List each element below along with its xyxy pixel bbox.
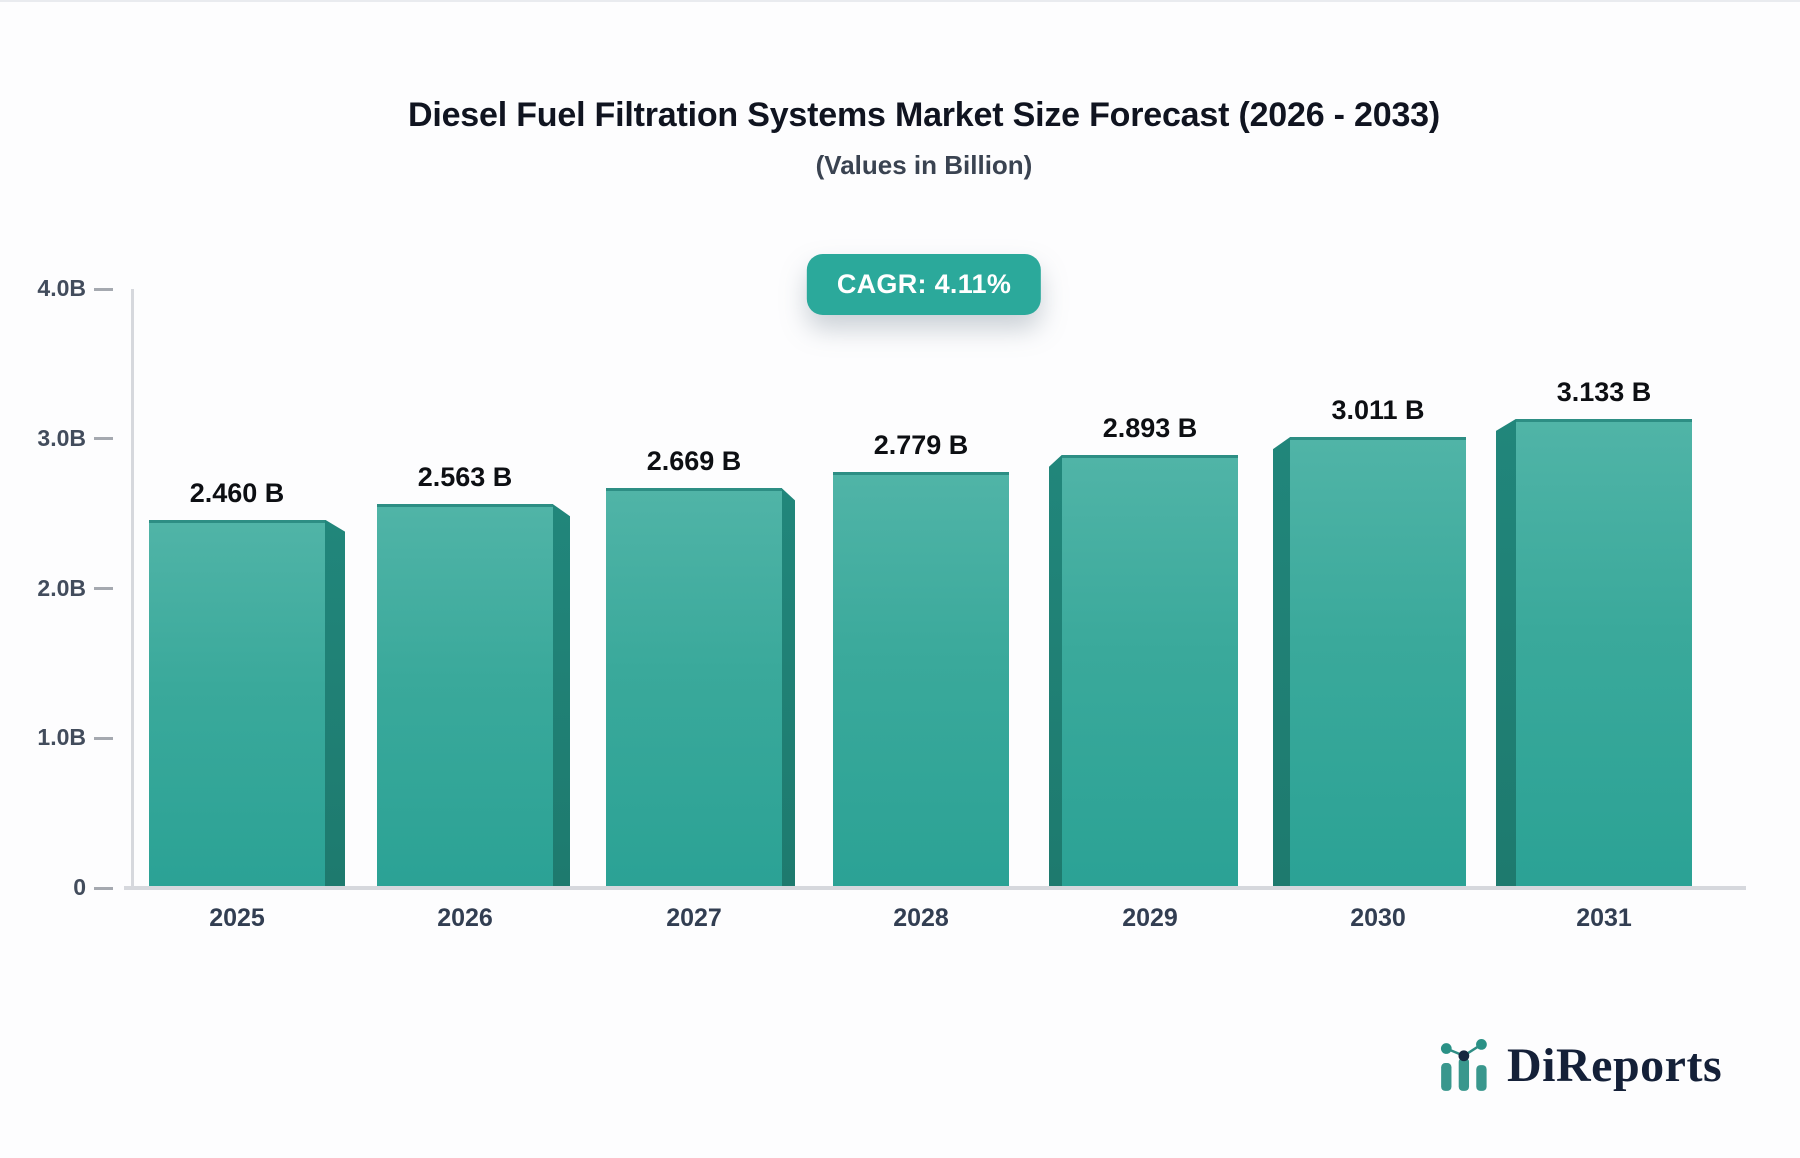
- brand-name: DiReports: [1507, 1039, 1723, 1092]
- y-tick-label-0: 0: [73, 874, 86, 900]
- bar-2026: [377, 504, 553, 888]
- brand-logo: DiReports: [1437, 1032, 1722, 1099]
- chart-title: Diesel Fuel Filtration Systems Market Si…: [408, 96, 1440, 134]
- y-tick-3.0B: [94, 437, 113, 441]
- bar-3d-side-2027: [782, 488, 795, 888]
- bar-3d-side-2030: [1273, 437, 1290, 888]
- bar-2028: [833, 471, 1009, 888]
- bar-2030: [1290, 437, 1466, 888]
- x-axis-label-2027: 2027: [666, 904, 722, 932]
- y-tick-0: [94, 886, 113, 890]
- bar-3d-side-2025: [325, 519, 345, 888]
- cagr-badge: CAGR: 4.11%: [806, 254, 1042, 315]
- y-tick-label-2.0B: 2.0B: [37, 574, 86, 601]
- x-axis-label-2031: 2031: [1576, 904, 1632, 932]
- y-tick-4.0B: [94, 287, 113, 291]
- y-tick-1.0B: [94, 736, 113, 740]
- x-axis-line: [124, 886, 1746, 890]
- y-axis-line: [131, 289, 134, 890]
- bar-value-label-2030: 3.011 B: [1331, 395, 1425, 426]
- x-axis-label-2030: 2030: [1350, 904, 1406, 932]
- bar-value-label-2025: 2.460 B: [189, 477, 285, 508]
- x-axis-label-2025: 2025: [209, 904, 265, 932]
- bar-value-label-2026: 2.563 B: [417, 462, 513, 493]
- y-tick-2.0B: [94, 587, 113, 590]
- bar-value-label-2028: 2.779 B: [873, 429, 969, 460]
- bar-value-label-2031: 3.133 B: [1556, 376, 1652, 407]
- chart-subtitle: (Values in Billion): [815, 150, 1033, 180]
- bar-2029: [1062, 454, 1238, 888]
- bar-3d-side-2031: [1496, 418, 1516, 888]
- direports-chart-icon: [1437, 1032, 1499, 1099]
- bar-2027: [606, 488, 782, 888]
- bar-value-label-2027: 2.669 B: [646, 446, 742, 477]
- x-axis-label-2029: 2029: [1122, 904, 1178, 932]
- bar-3d-side-2029: [1049, 454, 1062, 888]
- y-tick-label-4.0B: 4.0B: [37, 275, 86, 301]
- y-tick-label-1.0B: 1.0B: [37, 724, 86, 751]
- bar-value-label-2029: 2.893 B: [1102, 412, 1198, 443]
- bar-2031: [1516, 418, 1692, 888]
- x-axis-label-2028: 2028: [893, 904, 949, 932]
- x-axis-label-2026: 2026: [437, 904, 493, 932]
- bar-2025: [149, 519, 325, 888]
- y-tick-label-3.0B: 3.0B: [37, 424, 86, 451]
- bar-3d-side-2026: [553, 504, 570, 888]
